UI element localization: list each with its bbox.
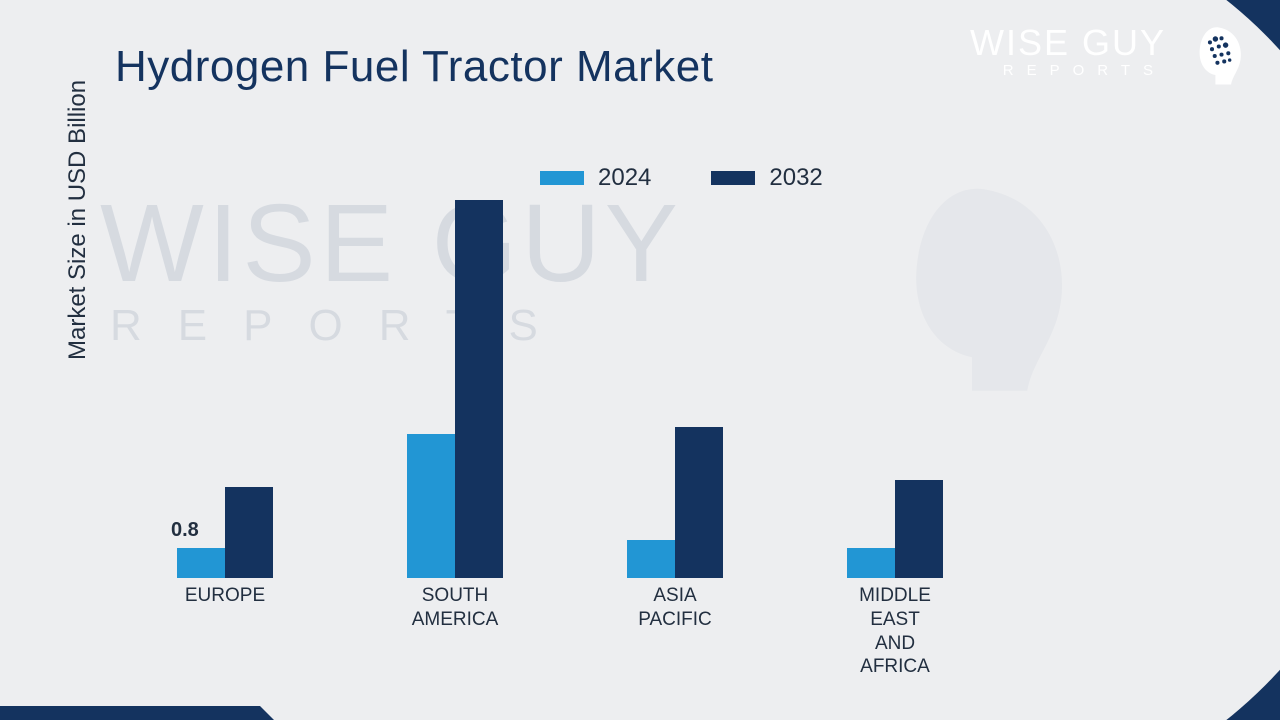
bar-series-a bbox=[177, 548, 225, 578]
chart-title: Hydrogen Fuel Tractor Market bbox=[115, 42, 713, 92]
bar-group bbox=[610, 200, 740, 578]
footer-accent-bar bbox=[0, 706, 260, 720]
bar-group bbox=[390, 200, 520, 578]
brand-line1: WISE GUY bbox=[970, 22, 1166, 64]
brand-line2: REPORTS bbox=[970, 62, 1166, 79]
y-axis-label: Market Size in USD Billion bbox=[64, 80, 92, 360]
bar-group: 0.8 bbox=[160, 200, 290, 578]
bar-series-b bbox=[455, 200, 503, 578]
legend: 2024 2032 bbox=[540, 164, 823, 192]
bar-series-a bbox=[407, 434, 455, 578]
head-icon bbox=[1178, 22, 1246, 90]
legend-item-2024: 2024 bbox=[540, 164, 651, 192]
legend-label-b: 2032 bbox=[769, 164, 822, 192]
category-label: EUROPE bbox=[145, 584, 305, 608]
bar-series-b bbox=[225, 487, 273, 578]
bar-group bbox=[830, 200, 960, 578]
legend-swatch-a bbox=[540, 171, 584, 185]
bar-series-b bbox=[675, 427, 723, 578]
bar-series-b bbox=[895, 480, 943, 578]
infographic-stage: WISE GUY REPORTS WISE GUY REPORTS Hydrog… bbox=[0, 0, 1280, 720]
bar-series-a bbox=[847, 548, 895, 578]
bar-series-a bbox=[627, 540, 675, 578]
category-label: ASIAPACIFIC bbox=[595, 584, 755, 632]
category-label: MIDDLEEASTANDAFRICA bbox=[815, 584, 975, 679]
legend-swatch-b bbox=[711, 171, 755, 185]
legend-label-a: 2024 bbox=[598, 164, 651, 192]
legend-item-2032: 2032 bbox=[711, 164, 822, 192]
brand-logo: WISE GUY REPORTS bbox=[970, 22, 1246, 90]
bar-value-label: 0.8 bbox=[171, 519, 199, 542]
bar-chart: 0.8 bbox=[130, 200, 950, 578]
category-label: SOUTHAMERICA bbox=[375, 584, 535, 632]
